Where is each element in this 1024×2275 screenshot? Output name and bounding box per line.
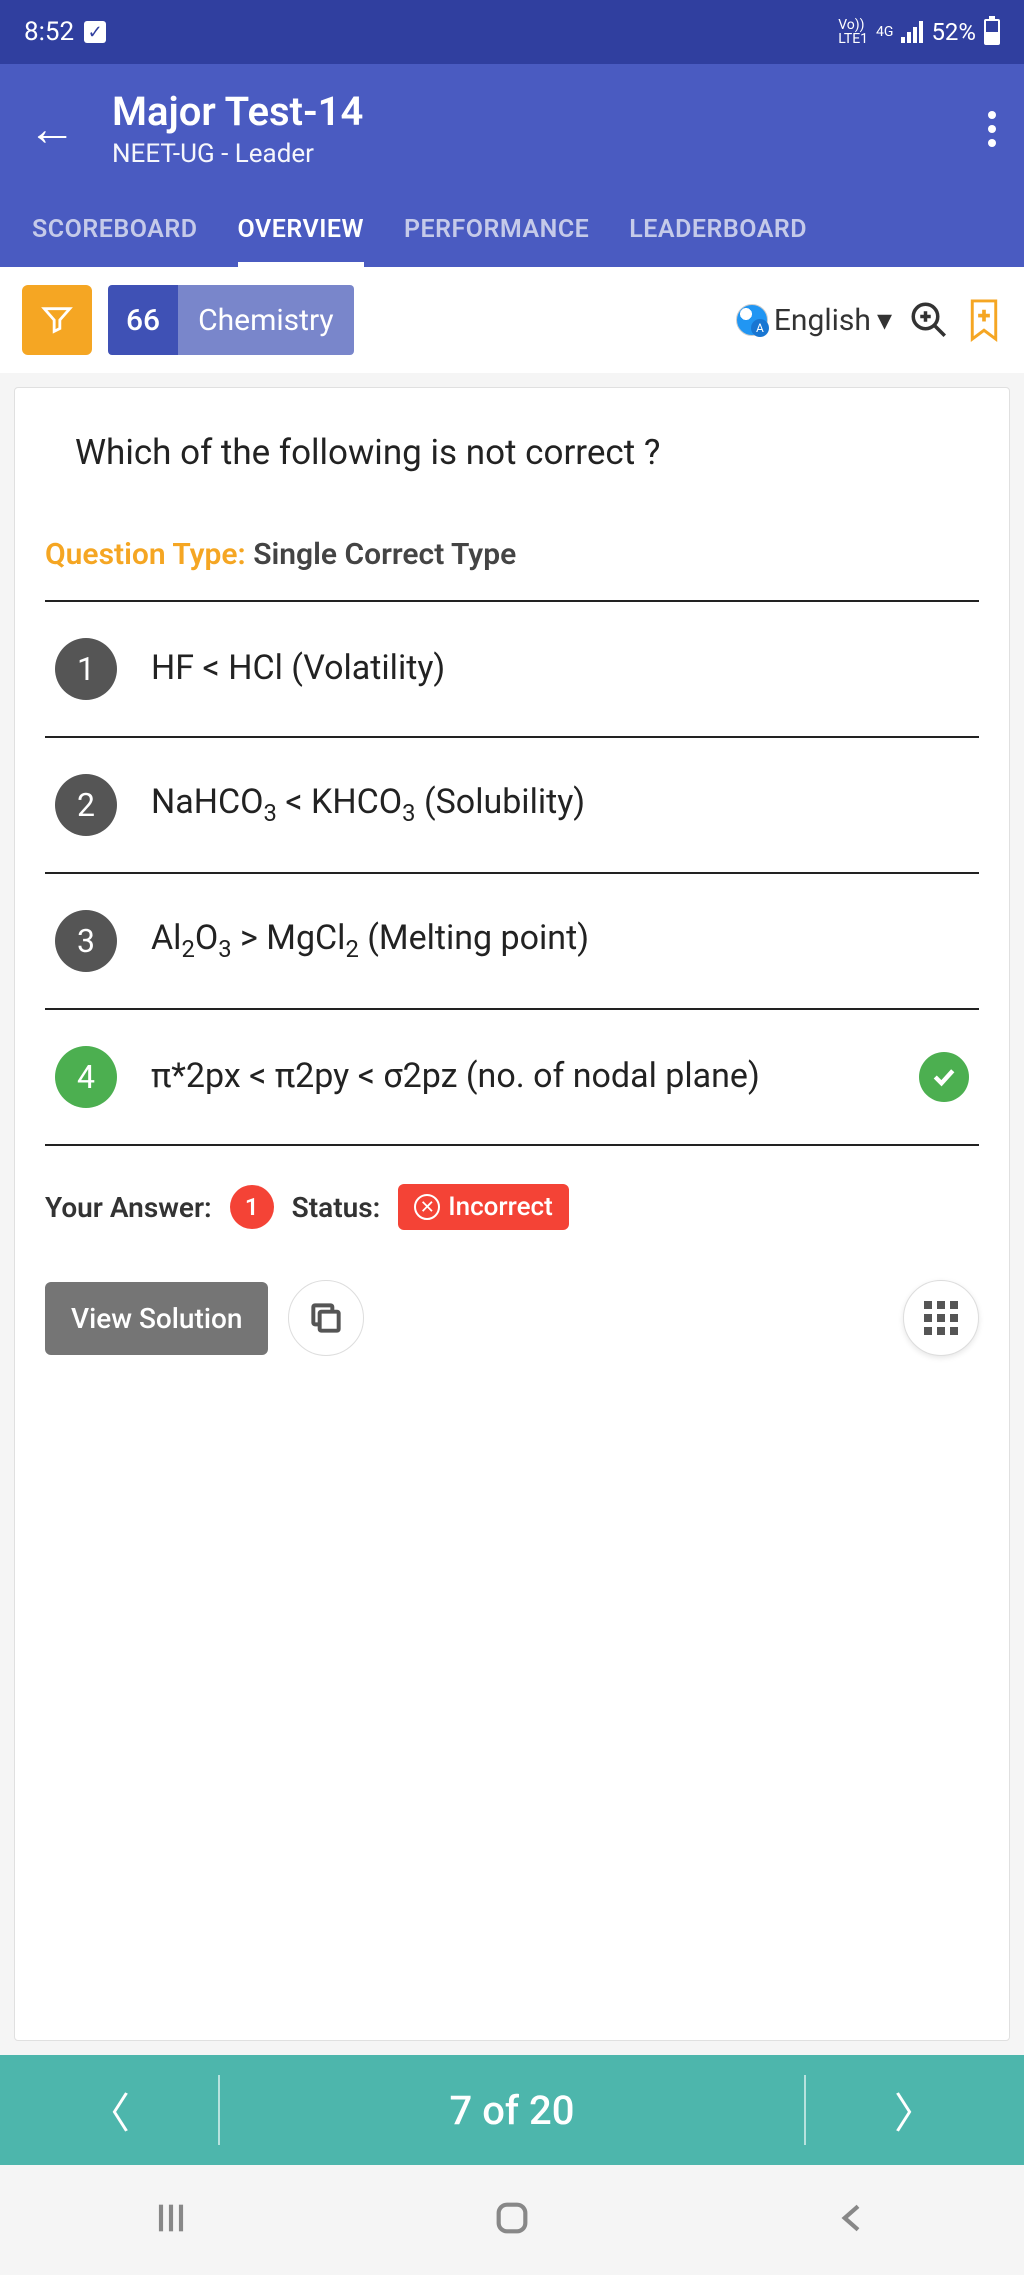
question-nav-footer: 〈 7 of 20 〉	[0, 2055, 1024, 2165]
back-button[interactable]: ←	[28, 100, 76, 157]
option-number: 2	[55, 774, 117, 836]
tab-bar: SCOREBOARD OVERVIEW PERFORMANCE LEADERBO…	[28, 197, 996, 267]
question-text: Which of the following is not correct ?	[45, 428, 979, 537]
option-text: Al2O3 > MgCl2 (Melting point)	[151, 915, 969, 966]
option-text: NaHCO3 < KHCO3 (Solubility)	[151, 779, 969, 830]
bookmark-button[interactable]	[966, 298, 1002, 342]
option-number: 3	[55, 910, 117, 972]
recents-button[interactable]	[151, 2198, 191, 2242]
tab-performance[interactable]: PERFORMANCE	[404, 197, 589, 267]
system-nav-bar	[0, 2165, 1024, 2275]
option-row[interactable]: 3 Al2O3 > MgCl2 (Melting point)	[45, 872, 979, 1008]
subject-chip[interactable]: 66 Chemistry	[108, 285, 354, 355]
tab-scoreboard[interactable]: SCOREBOARD	[32, 197, 198, 267]
status-label: Status:	[292, 1191, 381, 1224]
answer-status-row: Your Answer: 1 Status: ✕ Incorrect	[45, 1146, 979, 1230]
page-title: Major Test-14	[112, 88, 952, 135]
system-back-button[interactable]	[833, 2198, 873, 2242]
option-number: 4	[55, 1046, 117, 1108]
filter-button[interactable]	[22, 285, 92, 355]
action-row: View Solution	[45, 1230, 979, 1356]
copy-button[interactable]	[288, 1280, 364, 1356]
option-row[interactable]: 4 π*2px < π2py < σ2pz (no. of nodal plane…	[45, 1008, 979, 1146]
subject-label: Chemistry	[178, 285, 353, 355]
page-subtitle: NEET-UG - Leader	[112, 139, 952, 169]
your-answer-badge: 1	[230, 1185, 274, 1229]
chevron-down-icon: ▾	[877, 303, 892, 338]
network-4g: 4G	[876, 25, 893, 39]
option-text: π*2px < π2py < σ2pz (no. of nodal plane)	[151, 1053, 885, 1101]
question-type-row: Question Type: Single Correct Type	[45, 537, 979, 600]
battery-percent: 52%	[931, 18, 976, 46]
option-row[interactable]: 2 NaHCO3 < KHCO3 (Solubility)	[45, 736, 979, 872]
option-number: 1	[55, 638, 117, 700]
app-header: ← Major Test-14 NEET-UG - Leader SCOREBO…	[0, 64, 1024, 267]
signal-icon	[901, 21, 923, 43]
globe-icon	[736, 304, 768, 336]
question-card: Which of the following is not correct ? …	[14, 387, 1010, 2041]
option-row[interactable]: 1 HF < HCl (Volatility)	[45, 600, 979, 736]
notification-icon: ✓	[84, 21, 106, 43]
next-question-button[interactable]: 〉	[804, 2075, 1024, 2145]
network-vo: Vo))LTE1	[838, 18, 868, 46]
prev-question-button[interactable]: 〈	[0, 2075, 220, 2145]
status-time: 8:52	[24, 17, 74, 47]
status-badge: ✕ Incorrect	[398, 1184, 568, 1230]
incorrect-icon: ✕	[414, 1194, 440, 1220]
question-number: 66	[108, 285, 178, 355]
question-toolbar: 66 Chemistry English ▾	[0, 267, 1024, 373]
language-selector[interactable]: English ▾	[736, 303, 892, 338]
grid-menu-button[interactable]	[903, 1280, 979, 1356]
battery-icon	[984, 19, 1000, 45]
your-answer-label: Your Answer:	[45, 1191, 212, 1224]
correct-check-icon	[919, 1052, 969, 1102]
more-menu-button[interactable]	[988, 111, 996, 147]
view-solution-button[interactable]: View Solution	[45, 1282, 268, 1355]
question-position: 7 of 20	[220, 2087, 804, 2134]
status-bar: 8:52 ✓ Vo))LTE1 4G 52%	[0, 0, 1024, 64]
option-text: HF < HCl (Volatility)	[151, 645, 969, 693]
home-button[interactable]	[492, 2198, 532, 2242]
zoom-in-button[interactable]	[908, 299, 950, 341]
tab-overview[interactable]: OVERVIEW	[238, 197, 364, 267]
tab-leaderboard[interactable]: LEADERBOARD	[629, 197, 807, 267]
